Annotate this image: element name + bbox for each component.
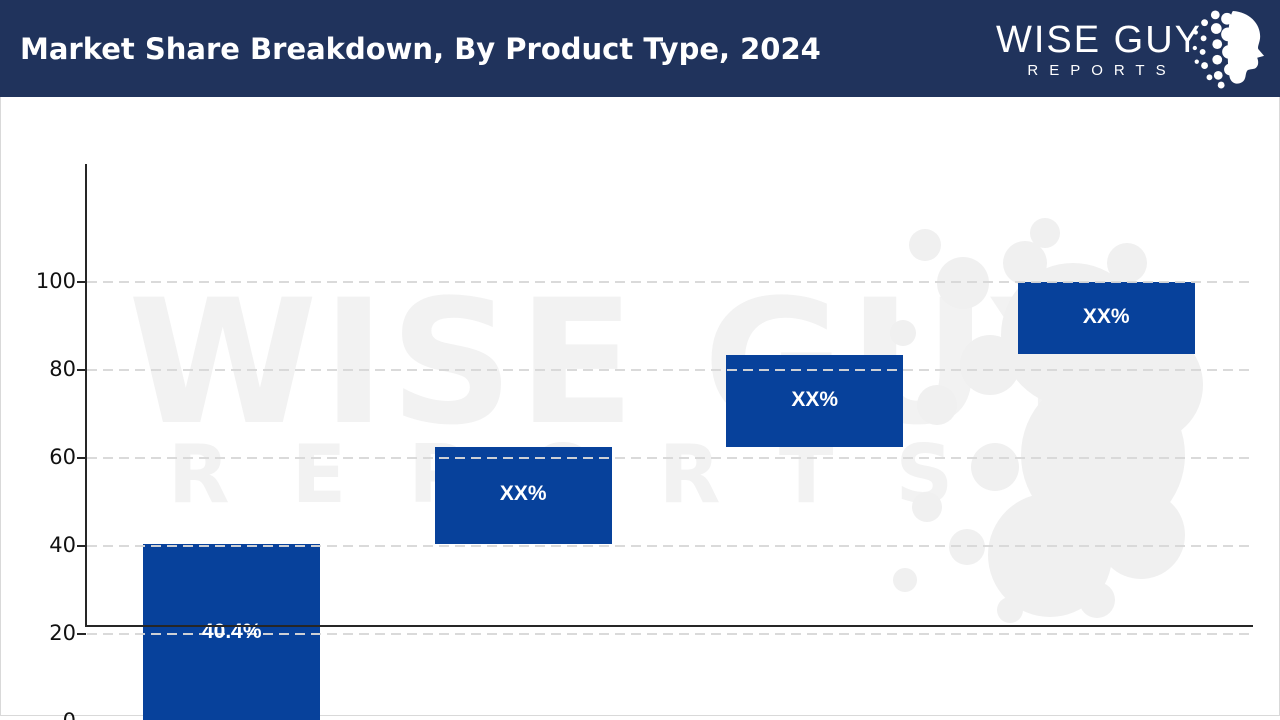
brand-name: WISE GUY [995,18,1202,61]
bar-4 [1017,282,1195,355]
bar-2 [434,446,612,545]
bar-value-label: XX% [791,387,839,411]
gridline-60 [87,457,1253,459]
page-title: Market Share Breakdown, By Product Type,… [20,31,821,66]
brand-subtitle: REPORTS [1027,61,1177,79]
y-tick-label: 60 [49,445,76,469]
y-tick [77,369,86,371]
x-axis-line [85,625,1253,627]
watermark-head-icon [875,218,1203,623]
bar-value-label: XX% [499,482,547,506]
y-tick [77,281,86,283]
bar-1 [143,544,321,720]
bar-value-label: XX% [1082,305,1130,329]
brand-logo: WISE GUY REPORTS [996,4,1266,94]
y-tick [77,457,86,459]
y-axis-line [85,164,87,627]
brand-logo-text: WISE GUY REPORTS [996,20,1202,79]
y-tick [77,633,86,635]
y-tick-label: 40 [49,533,76,557]
gridline-100 [87,281,1253,283]
y-tick [77,545,86,547]
bar-value-label: 40.4% [201,620,262,644]
y-tick-label: 0 [16,711,76,720]
plot-area: 40.4%Lactose-Free MilkXX%Lactose-FreeChe… [0,97,1280,720]
y-tick-label: 100 [35,269,76,293]
y-tick-label: 20 [49,621,76,645]
gridline-20 [87,633,1253,635]
gridline-40 [87,545,1253,547]
y-tick-label: 80 [49,357,76,381]
header-bar: Market Share Breakdown, By Product Type,… [0,0,1280,97]
brand-head-icon [1192,10,1265,89]
gridline-80 [87,369,1253,371]
